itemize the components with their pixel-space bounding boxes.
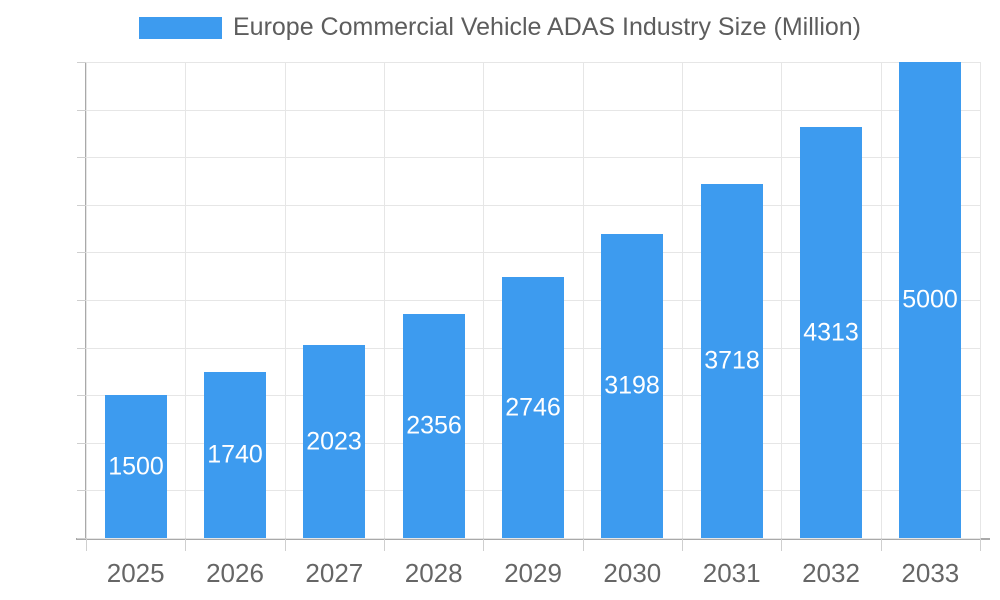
y-axis-tick-mark <box>77 395 86 396</box>
x-axis-tick-label: 2030 <box>603 558 662 588</box>
bar[interactable]: 3718 <box>701 184 763 538</box>
gridline-vertical <box>881 62 882 538</box>
x-axis-tick-label: 2026 <box>206 558 264 588</box>
bar[interactable]: 5000 <box>899 62 961 538</box>
y-axis-tick-mark <box>77 110 86 111</box>
bar-value-label: 2023 <box>306 427 362 455</box>
chart-legend: Europe Commercial Vehicle ADAS Industry … <box>0 0 1000 55</box>
bar-value-label: 5000 <box>902 285 958 314</box>
bar-value-label: 4313 <box>803 318 859 346</box>
gridline-vertical <box>86 62 87 538</box>
x-axis-tick-mark <box>285 538 286 551</box>
x-axis-tick-label: 2028 <box>404 558 463 588</box>
bar-value-label: 3718 <box>704 346 760 375</box>
x-axis-tick-mark <box>86 538 87 551</box>
bar-value-label: 2746 <box>505 393 561 421</box>
x-axis-tick-label: 2033 <box>901 558 960 588</box>
gridline-vertical <box>483 62 484 538</box>
gridline-vertical <box>185 62 186 538</box>
gridline-vertical <box>980 62 981 538</box>
gridline-vertical <box>285 62 286 538</box>
y-axis-tick-mark <box>77 538 86 539</box>
bar-value-label: 3198 <box>604 371 660 400</box>
bar-value-label: 1740 <box>207 440 263 469</box>
gridline-horizontal <box>86 538 980 539</box>
bar-value-label: 1500 <box>108 452 164 480</box>
x-axis-tick-label: 2032 <box>802 558 860 588</box>
y-axis-tick-mark <box>77 157 86 158</box>
y-axis-tick-mark <box>77 490 86 491</box>
bar[interactable]: 3198 <box>601 234 663 538</box>
y-axis-tick-mark <box>77 443 86 444</box>
x-axis-tick-mark <box>583 538 584 551</box>
legend-item-label: Europe Commercial Vehicle ADAS Industry … <box>232 13 861 41</box>
gridline-vertical <box>583 62 584 538</box>
legend-swatch-icon <box>138 16 222 39</box>
bar[interactable]: 2746 <box>502 277 564 538</box>
gridline-vertical <box>682 62 683 538</box>
plot-area: 0500100015002000250030003500400045005000… <box>77 62 981 586</box>
gridline-horizontal <box>86 252 980 253</box>
x-axis-tick-mark <box>185 538 186 551</box>
gridline-horizontal <box>86 157 980 158</box>
bar[interactable]: 2023 <box>303 345 365 538</box>
bar[interactable]: 2356 <box>403 314 465 538</box>
y-axis-tick-mark <box>77 205 86 206</box>
gridline-horizontal <box>86 62 980 63</box>
bar-value-label: 2356 <box>406 411 462 440</box>
gridline-horizontal <box>86 205 980 206</box>
x-axis-tick-mark <box>384 538 385 551</box>
x-axis-tick-label: 2031 <box>702 558 761 588</box>
gridline-vertical <box>781 62 782 538</box>
x-axis-tick-label: 2025 <box>106 558 165 588</box>
legend-item-series-0[interactable]: Europe Commercial Vehicle ADAS Industry … <box>138 13 861 41</box>
y-axis-tick-mark <box>77 252 86 253</box>
y-axis-tick-mark <box>77 348 86 349</box>
x-axis-tick-mark <box>682 538 683 551</box>
y-axis-tick-mark <box>77 300 86 301</box>
gridline-vertical <box>384 62 385 538</box>
bar[interactable]: 1740 <box>204 372 266 538</box>
bar[interactable]: 4313 <box>800 127 862 538</box>
x-axis-line <box>76 538 990 540</box>
x-axis-tick-label: 2027 <box>305 558 364 588</box>
x-axis-tick-mark <box>881 538 882 551</box>
x-axis-tick-mark <box>980 538 981 551</box>
x-axis-tick-label: 2029 <box>504 558 562 588</box>
bar[interactable]: 1500 <box>105 395 167 538</box>
x-axis-tick-mark <box>781 538 782 551</box>
x-axis-tick-mark <box>483 538 484 551</box>
gridline-horizontal <box>86 110 980 111</box>
y-axis-tick-mark <box>77 62 86 63</box>
